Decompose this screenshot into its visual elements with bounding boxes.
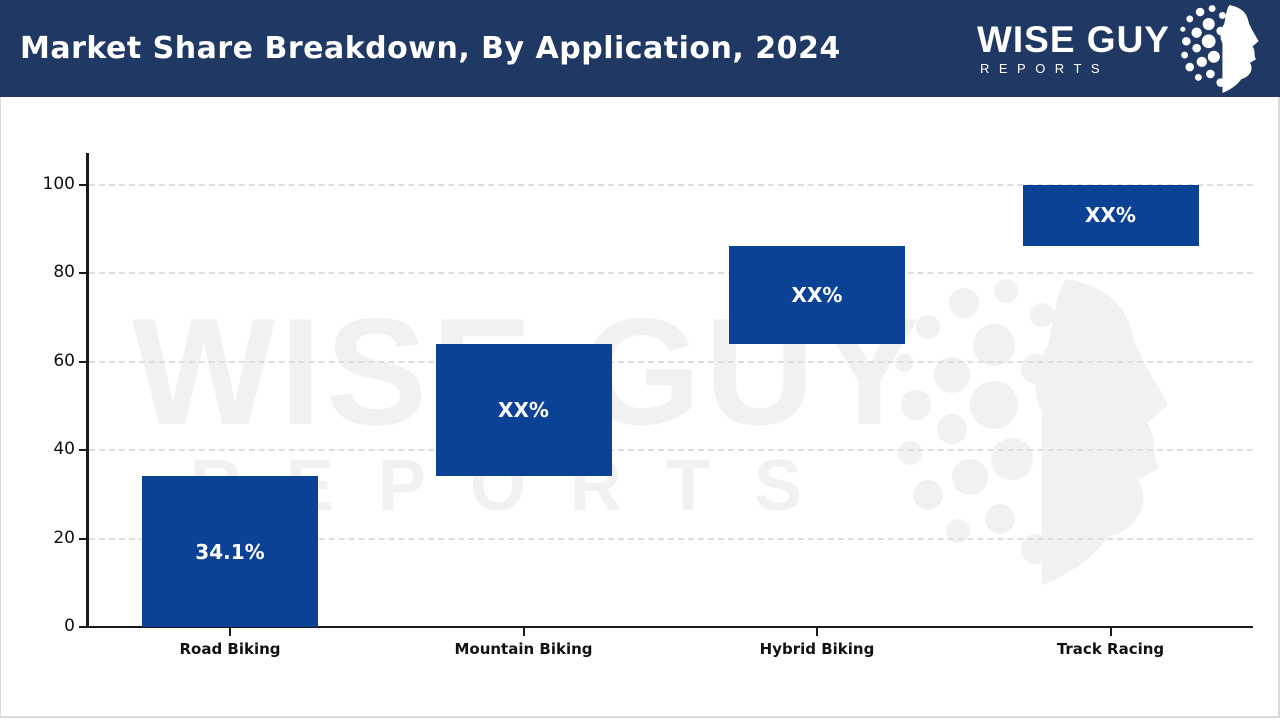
x-axis-line [86, 625, 1253, 628]
bar-track-racing: XX% [1022, 184, 1199, 247]
x-axis-tick [1109, 628, 1112, 636]
bar-road-biking: 34.1% [142, 476, 318, 627]
bar-value-label: 34.1% [195, 539, 265, 564]
y-gridline [89, 183, 1253, 186]
right-border-line [1278, 97, 1280, 718]
y-axis-tick [79, 272, 87, 274]
y-axis-tick [79, 449, 87, 451]
y-axis-tick [79, 626, 87, 628]
logo-subtitle: REPORTS [979, 61, 1110, 76]
x-axis-category-label: Hybrid Biking [759, 640, 875, 658]
logo-head-icon [1180, 4, 1259, 93]
bar-value-label: XX% [498, 397, 549, 422]
bottom-border-line [0, 716, 1280, 718]
wise-guy-logo: WISE GUY REPORTS [977, 0, 1262, 97]
logo-text: WISE GUY REPORTS [977, 21, 1170, 76]
x-axis-category-label: Road Biking [179, 640, 281, 658]
x-axis-tick [816, 628, 818, 636]
left-border-line [0, 97, 1, 718]
y-axis-tick [79, 537, 87, 540]
y-axis-tick-label: 20 [53, 527, 75, 548]
y-axis-line [86, 153, 89, 628]
bar-value-label: XX% [1085, 203, 1136, 228]
y-axis-tick [79, 360, 87, 363]
x-axis-tick [522, 628, 525, 636]
y-gridline [89, 360, 1253, 363]
x-axis-category-label: Mountain Biking [454, 640, 593, 658]
header: Market Share Breakdown, By Application, … [0, 0, 1280, 97]
y-axis-tick-label: 40 [53, 439, 75, 459]
x-axis-category-label: Track Racing [1056, 640, 1165, 658]
x-axis-tick [229, 628, 231, 636]
bar-mountain-biking: XX% [435, 343, 612, 477]
page-title: Market Share Breakdown, By Application, … [20, 31, 841, 66]
y-gridline [89, 272, 1253, 274]
y-axis-tick-label: 80 [53, 262, 75, 282]
y-gridline [89, 537, 1253, 540]
logo-wordmark: WISE GUY [976, 19, 1170, 60]
bar-value-label: XX% [791, 283, 843, 308]
y-axis-tick [79, 183, 87, 186]
y-axis-tick-label: 60 [53, 350, 75, 371]
y-axis-tick-label: 100 [42, 173, 75, 194]
y-gridline [89, 449, 1253, 451]
bar-hybrid-biking: XX% [729, 246, 905, 344]
y-axis-tick-label: 0 [64, 616, 75, 636]
